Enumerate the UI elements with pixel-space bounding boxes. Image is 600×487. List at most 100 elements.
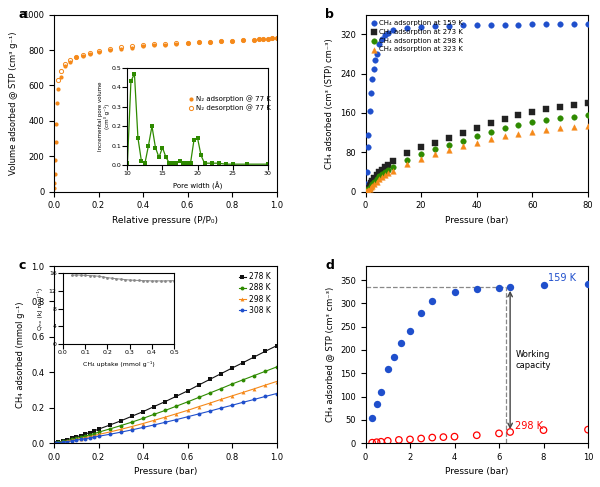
N₂ desorption @ 77 K (139, 42, 146, 48)
Point (494, 430, 504, 437)
288 K (68, 436, 76, 442)
N₂ adsorption @ 77 K (53, 121, 60, 127)
CH₄ adsorption at 323 K (527, 128, 537, 135)
298 K (106, 429, 113, 435)
CH₄ adsorption at 159 K (366, 90, 376, 97)
N₂ desorption @ 77 K (206, 39, 214, 45)
CH₄ adsorption at 323 K (362, 187, 371, 195)
CH₄ adsorption at 273 K (372, 171, 382, 179)
Point (450, 433, 460, 441)
Line: 308 K: 308 K (53, 392, 278, 445)
CH₄ adsorption at 298 K (374, 172, 384, 180)
CH₄ adsorption at 273 K (383, 161, 392, 169)
CH₄ adsorption at 323 K (363, 187, 373, 195)
N₂ adsorption @ 77 K (206, 39, 214, 45)
CH₄ adsorption at 298 K (366, 182, 376, 190)
CH₄ adsorption at 273 K (377, 166, 387, 173)
Text: a: a (19, 7, 27, 20)
CH₄ adsorption at 323 K (458, 143, 467, 150)
CH₄ adsorption at 273 K (458, 129, 467, 136)
CH₄ adsorption at 298 K (430, 146, 440, 153)
N₂ adsorption @ 77 K (139, 43, 146, 49)
308 K (86, 435, 93, 441)
308 K (206, 408, 214, 414)
Point (427, 297, 437, 305)
CH₄ adsorption at 298 K (416, 150, 426, 158)
278 K (53, 440, 60, 446)
308 K (239, 399, 247, 405)
278 K (52, 440, 59, 446)
278 K (217, 371, 224, 376)
N₂ desorption @ 77 K (173, 40, 180, 46)
Point (505, 283, 515, 291)
Y-axis label: CH₄ adsorbed (mmol g⁻¹): CH₄ adsorbed (mmol g⁻¹) (16, 301, 25, 408)
CH₄ adsorption at 273 K (380, 163, 390, 171)
CH₄ adsorption at 323 K (369, 180, 379, 188)
CH₄ adsorption at 273 K (364, 185, 373, 192)
278 K (239, 360, 247, 366)
278 K (195, 382, 202, 388)
CH₄ adsorption at 298 K (527, 118, 537, 126)
278 K (82, 431, 89, 437)
N₂ adsorption @ 77 K (128, 45, 136, 51)
CH₄ adsorption at 273 K (416, 144, 426, 151)
N₂ adsorption @ 77 K (255, 37, 262, 42)
N₂ desorption @ 77 K (95, 48, 102, 54)
N₂ adsorption @ 77 K (52, 139, 59, 145)
CH₄ adsorption at 323 K (403, 160, 412, 168)
278 K (273, 343, 280, 349)
298 K (184, 408, 191, 413)
N₂ adsorption @ 77 K (151, 42, 158, 48)
Y-axis label: CH₄ adsorbed @ STP (cm³ cm⁻³): CH₄ adsorbed @ STP (cm³ cm⁻³) (325, 287, 334, 422)
Legend: N₂ adsorption @ 77 K, N₂ desorption @ 77 K: N₂ adsorption @ 77 K, N₂ desorption @ 77… (187, 94, 273, 113)
CH₄ adsorption at 159 K (365, 107, 374, 114)
N₂ desorption @ 77 K (117, 44, 124, 50)
CH₄ adsorption at 159 K (361, 187, 371, 194)
Point (376, 438, 386, 446)
X-axis label: Pressure (bar): Pressure (bar) (134, 468, 197, 476)
278 K (73, 434, 80, 440)
298 K (55, 440, 62, 446)
N₂ desorption @ 77 K (229, 37, 236, 43)
288 K (262, 368, 269, 374)
CH₄ adsorption at 323 K (374, 175, 384, 183)
278 K (173, 393, 180, 399)
308 K (128, 427, 136, 433)
CH₄ adsorption at 323 K (444, 147, 454, 154)
CH₄ adsorption at 298 K (383, 166, 392, 174)
Legend: CH₄ adsorption at 159 K, CH₄ adsorption at 273 K, CH₄ adsorption at 298 K, CH₄ a: CH₄ adsorption at 159 K, CH₄ adsorption … (369, 18, 464, 55)
CH₄ adsorption at 273 K (366, 179, 376, 187)
278 K (117, 418, 124, 424)
N₂ adsorption @ 77 K (73, 55, 80, 60)
298 K (68, 437, 76, 443)
298 K (195, 404, 202, 410)
308 K (151, 422, 158, 428)
Point (372, 400, 382, 408)
CH₄ adsorption at 159 K (556, 20, 565, 28)
278 K (95, 426, 102, 432)
308 K (68, 438, 76, 444)
N₂ desorption @ 77 K (79, 52, 86, 58)
N₂ adsorption @ 77 K (239, 37, 247, 43)
298 K (273, 378, 280, 384)
CH₄ adsorption at 273 K (583, 99, 593, 107)
278 K (68, 435, 76, 441)
288 K (217, 386, 224, 392)
N₂ desorption @ 77 K (106, 46, 113, 52)
278 K (161, 399, 169, 405)
N₂ desorption @ 77 K (268, 36, 275, 41)
N₂ adsorption @ 77 K (55, 86, 62, 92)
N₂ adsorption @ 77 K (184, 40, 191, 46)
CH₄ adsorption at 159 K (389, 26, 398, 34)
N₂ adsorption @ 77 K (217, 38, 224, 44)
288 K (73, 435, 80, 441)
CH₄ adsorption at 298 K (377, 170, 387, 178)
298 K (52, 440, 59, 446)
CH₄ adsorption at 273 K (389, 157, 398, 165)
CH₄ adsorption at 323 K (541, 126, 551, 133)
N₂ desorption @ 77 K (260, 36, 267, 42)
308 K (52, 440, 59, 446)
288 K (251, 373, 258, 378)
CH₄ adsorption at 298 K (500, 124, 509, 132)
298 K (91, 433, 98, 439)
